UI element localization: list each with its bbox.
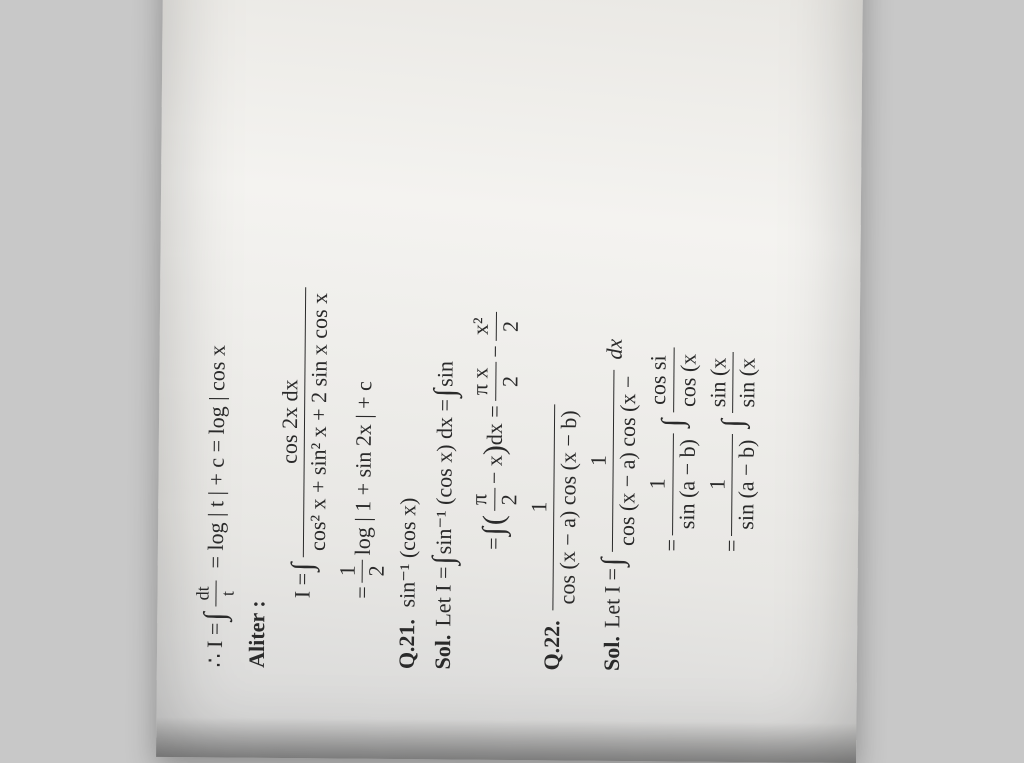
sol22b-den: sin (a − b) [673, 433, 700, 535]
integral-icon: ∫ [429, 389, 463, 398]
paren-open: ( [477, 515, 511, 525]
sol22a-num: 1 [586, 369, 615, 551]
top-rest: = log | t | + c = log | cos x [203, 345, 231, 569]
integral-icon: ∫ [427, 556, 461, 565]
q22-label: Q.22. [539, 620, 565, 670]
frac1-den: cos² x + sin² x + 2 sin x cos x [304, 287, 333, 557]
one-half: 1 2 [336, 559, 390, 582]
let-I: Let I = [599, 568, 626, 628]
I-equals: I = [290, 573, 316, 598]
therefore-I: ∴ I = [202, 623, 228, 668]
sol21-line-a: Sol. Let I = ∫ sin⁻¹ (cos x) dx = ∫ sin [426, 0, 468, 670]
q22-num: 1 [526, 404, 555, 610]
minus: − [483, 345, 509, 358]
sol22c-num: 1 [705, 433, 733, 535]
aliter-integral: I = ∫ cos 2x dx cos² x + sin² x + 2 sin … [276, 0, 337, 598]
let-I: Let I = [431, 566, 458, 626]
aliter-heading: Aliter : [243, 0, 277, 668]
top-frac-num: dt [193, 580, 216, 606]
sol22b-tail2: cos si [647, 347, 675, 412]
sol22a-den: cos (x − a) cos (x − [613, 370, 641, 552]
q22-den: cos (x − a) cos (x − b) [553, 404, 581, 610]
one-over-sinab: 1 sin (a − b) [646, 433, 700, 535]
sol22-frac-a: 1 cos (x − a) cos (x − [586, 369, 641, 552]
sol22-line-c: = 1 sin (a − b) ∫ sin (x sin (x [705, 0, 766, 552]
equals: = [349, 586, 375, 599]
pi-num: π [468, 488, 495, 511]
sol-label: Sol. [599, 636, 625, 671]
half-den: 2 [363, 559, 389, 582]
integral-icon: ∫ [596, 558, 630, 567]
top-frac-den: t [216, 580, 238, 606]
integral-icon: ∫ [477, 527, 511, 536]
integral-icon: ∫ [286, 563, 320, 572]
sol21-line-b: = ∫ ( π 2 − x ) dx = π x 2 − x² 2 [467, 0, 528, 550]
frac-cos2x: cos 2x dx cos² x + sin² x + 2 sin x cos … [276, 287, 332, 557]
sol22-line-a: Sol. Let I = ∫ 1 cos (x − a) cos (x − dx [585, 0, 647, 671]
pix-den: 2 [496, 362, 523, 402]
q22-frac: 1 cos (x − a) cos (x − b) [526, 404, 581, 611]
sol22c-frac2: sin (x sin (x [706, 352, 760, 414]
sol22c-den: sin (a − b) [732, 434, 759, 536]
integral-icon: ∫ [656, 419, 690, 428]
sin-inverse-cosx: sin⁻¹ (cos x) dx = [431, 399, 458, 555]
integral-icon: ∫ [199, 612, 233, 621]
sin-tail: sin [433, 361, 459, 387]
sol22b-num: 1 [646, 433, 674, 535]
sol22b-tail: cos (x [674, 348, 701, 413]
x2-num: x² [469, 311, 496, 341]
top-fragment: ∴ I = ∫ dt t = log | t | + c = log | cos… [193, 0, 246, 668]
equals: = [718, 539, 744, 552]
sol22c-tail2: sin (x [733, 352, 760, 414]
book-gutter [156, 717, 856, 763]
textbook-page: ∴ I = ∫ dt t = log | t | + c = log | cos… [156, 0, 866, 763]
half-log-line: = 1 2 log | 1 + sin 2x | + c [335, 0, 396, 599]
pix-over-2: π x 2 [469, 361, 523, 401]
sol22b-frac2: cos si cos (x [647, 347, 701, 413]
sol-label: Sol. [430, 634, 456, 669]
pi-den: 2 [495, 488, 521, 511]
pix-num: π x [469, 361, 497, 401]
one-over-sinab-2: 1 sin (a − b) [705, 433, 759, 535]
log-expr: log | 1 + sin 2x | + c [350, 381, 378, 555]
paren-close: ) [478, 445, 512, 455]
x2-den: 2 [496, 312, 522, 342]
q21-expr: sin⁻¹ (cos x) [395, 498, 421, 608]
integral-icon: ∫ [716, 419, 750, 428]
q22-line: Q.22. 1 cos (x − a) cos (x − b) [526, 0, 588, 671]
frac1-num: cos 2x dx [276, 287, 306, 557]
dx-equals: dx = [482, 405, 508, 445]
pi-over-2: π 2 [468, 488, 522, 512]
sol22c-tail: sin (x [706, 352, 734, 414]
x2-over-2: x² 2 [469, 311, 523, 341]
q21-line: Q.21. sin⁻¹ (cos x) [394, 0, 428, 669]
half-num: 1 [336, 559, 363, 582]
equals: = [481, 537, 507, 550]
sol22-line-b: = 1 sin (a − b) ∫ cos si cos (x [645, 0, 706, 552]
dx: dx [601, 339, 627, 360]
minus-x: − x [482, 455, 508, 484]
top-frac: dt t [193, 580, 238, 606]
q21-label: Q.21. [394, 619, 419, 669]
equals: = [659, 539, 685, 552]
